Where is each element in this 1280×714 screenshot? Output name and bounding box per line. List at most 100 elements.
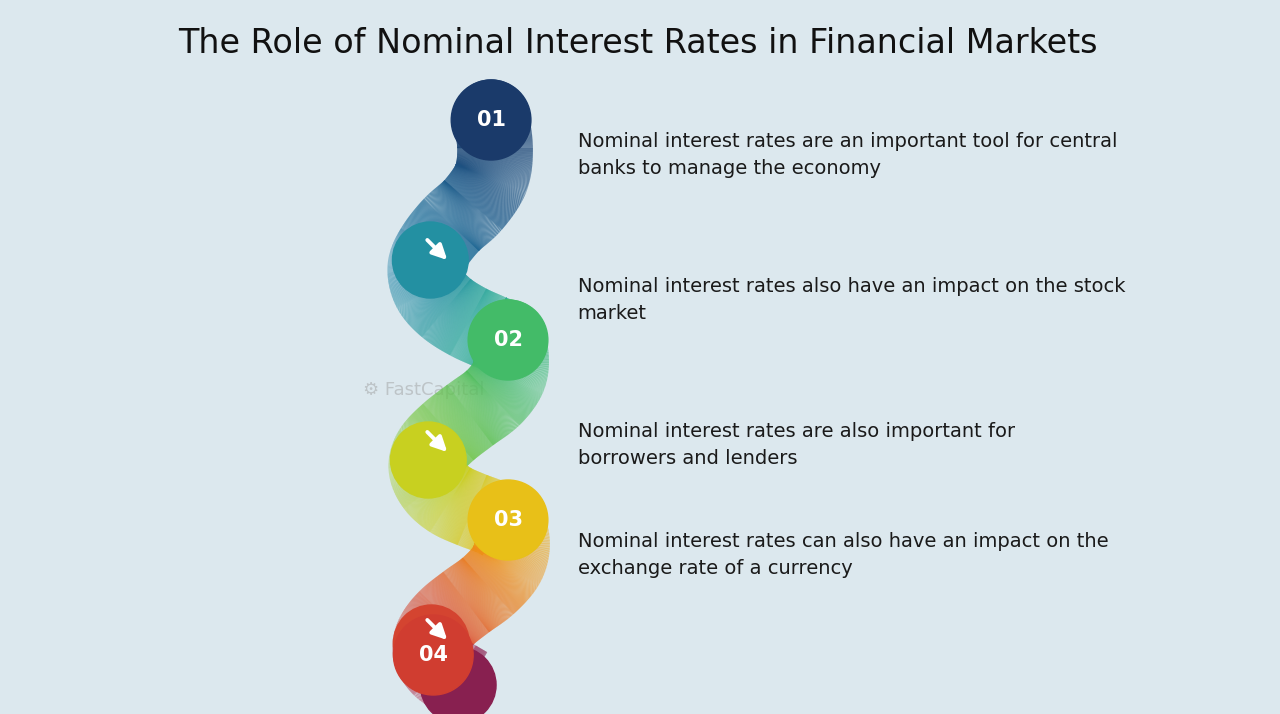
Polygon shape [483, 491, 524, 555]
Polygon shape [462, 476, 489, 547]
Polygon shape [416, 465, 466, 522]
Polygon shape [453, 565, 495, 628]
Polygon shape [445, 179, 503, 228]
Polygon shape [394, 630, 467, 652]
Polygon shape [454, 118, 530, 131]
Polygon shape [416, 208, 474, 257]
Polygon shape [454, 166, 521, 204]
Polygon shape [456, 163, 530, 182]
Polygon shape [399, 231, 465, 270]
Polygon shape [466, 554, 520, 609]
Polygon shape [394, 631, 467, 652]
Polygon shape [457, 291, 490, 359]
Polygon shape [472, 338, 547, 358]
Polygon shape [449, 174, 509, 221]
Polygon shape [474, 480, 500, 551]
Polygon shape [461, 375, 504, 438]
Polygon shape [403, 224, 467, 266]
Polygon shape [465, 292, 494, 362]
Polygon shape [461, 375, 504, 438]
Polygon shape [424, 199, 479, 251]
Polygon shape [442, 183, 493, 240]
Polygon shape [397, 235, 463, 271]
Polygon shape [407, 640, 466, 687]
Polygon shape [474, 546, 540, 583]
Polygon shape [439, 284, 479, 350]
Polygon shape [457, 156, 532, 161]
Polygon shape [483, 306, 525, 369]
Polygon shape [457, 136, 532, 145]
Polygon shape [417, 409, 468, 465]
Polygon shape [448, 471, 477, 541]
Polygon shape [431, 396, 479, 457]
Polygon shape [396, 272, 463, 306]
Polygon shape [457, 161, 531, 173]
Polygon shape [477, 484, 511, 553]
Polygon shape [442, 573, 488, 633]
Polygon shape [465, 476, 490, 548]
Polygon shape [436, 644, 474, 710]
Polygon shape [406, 608, 468, 651]
Polygon shape [474, 362, 549, 363]
Polygon shape [474, 362, 549, 366]
Polygon shape [420, 640, 466, 700]
Polygon shape [420, 406, 471, 463]
Polygon shape [474, 363, 548, 376]
Polygon shape [474, 533, 549, 544]
Polygon shape [392, 271, 463, 297]
Polygon shape [393, 243, 462, 273]
Polygon shape [424, 466, 468, 528]
Polygon shape [416, 594, 472, 646]
Polygon shape [440, 284, 479, 350]
Polygon shape [394, 272, 463, 303]
Polygon shape [466, 477, 492, 548]
Polygon shape [438, 646, 477, 711]
Polygon shape [470, 294, 499, 365]
Polygon shape [465, 293, 495, 363]
Polygon shape [404, 463, 465, 510]
Polygon shape [474, 361, 549, 362]
Polygon shape [445, 650, 484, 714]
Polygon shape [485, 301, 517, 371]
Polygon shape [404, 272, 465, 320]
Polygon shape [410, 273, 465, 326]
Polygon shape [444, 181, 500, 232]
Polygon shape [444, 649, 481, 714]
Polygon shape [480, 498, 532, 553]
Polygon shape [429, 398, 477, 458]
Polygon shape [476, 510, 541, 548]
Polygon shape [474, 545, 548, 560]
Polygon shape [416, 409, 468, 465]
Polygon shape [456, 164, 529, 186]
Polygon shape [430, 468, 471, 532]
Polygon shape [448, 288, 485, 354]
Polygon shape [426, 401, 475, 459]
Polygon shape [454, 166, 520, 205]
Circle shape [470, 300, 545, 376]
Polygon shape [397, 640, 466, 671]
Polygon shape [412, 213, 471, 260]
Polygon shape [438, 575, 484, 637]
Polygon shape [389, 271, 463, 288]
Polygon shape [447, 569, 490, 631]
Polygon shape [467, 371, 520, 425]
Polygon shape [449, 652, 488, 714]
Polygon shape [420, 203, 476, 253]
Polygon shape [474, 546, 536, 590]
Polygon shape [484, 303, 521, 371]
Polygon shape [389, 270, 463, 286]
Polygon shape [479, 298, 507, 368]
Polygon shape [471, 296, 502, 366]
Polygon shape [390, 249, 463, 273]
Polygon shape [457, 156, 532, 162]
Polygon shape [394, 643, 467, 663]
Polygon shape [429, 468, 470, 532]
Polygon shape [457, 290, 489, 359]
Polygon shape [474, 363, 549, 366]
Polygon shape [415, 411, 467, 466]
Polygon shape [401, 616, 467, 652]
Polygon shape [472, 548, 531, 597]
Polygon shape [454, 473, 483, 544]
Polygon shape [481, 495, 529, 554]
Polygon shape [394, 630, 467, 652]
